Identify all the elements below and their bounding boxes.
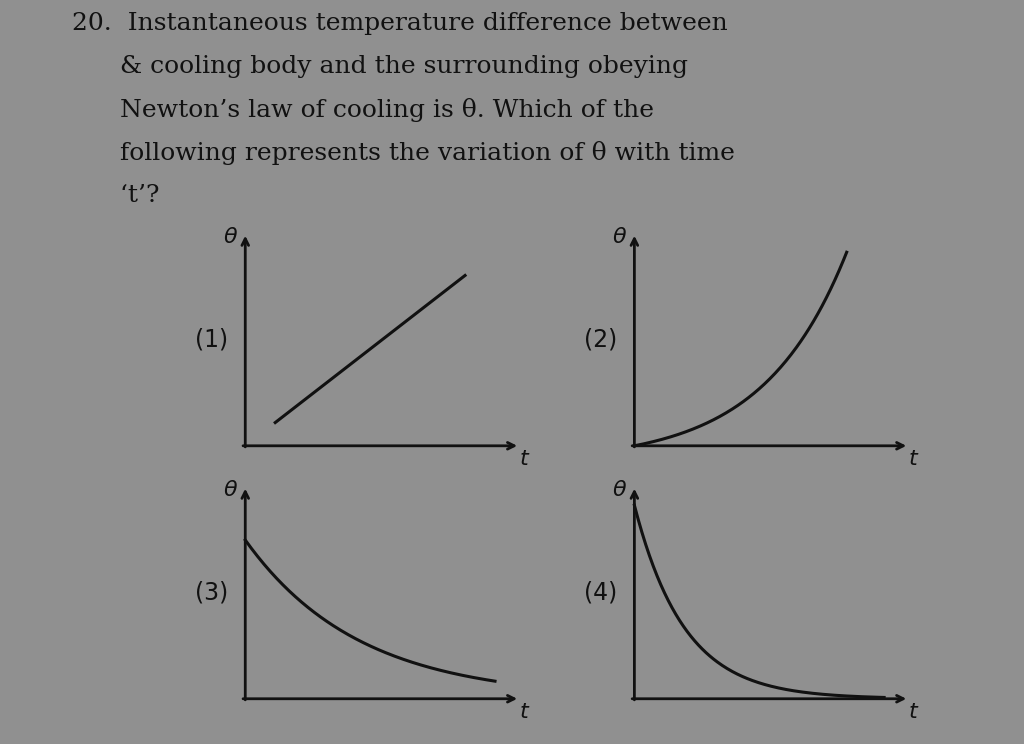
Text: (1): (1) [195,327,227,351]
Text: $t$: $t$ [519,702,530,722]
Text: $\theta$: $\theta$ [222,227,238,247]
Text: ‘t’?: ‘t’? [72,185,159,208]
Text: & cooling body and the surrounding obeying: & cooling body and the surrounding obeyi… [72,55,688,78]
Text: (2): (2) [584,327,616,351]
Text: Newton’s law of cooling is θ. Which of the: Newton’s law of cooling is θ. Which of t… [72,98,653,122]
Text: $t$: $t$ [519,449,530,469]
Text: $\theta$: $\theta$ [611,480,627,500]
Text: following represents the variation of θ with time: following represents the variation of θ … [72,141,734,165]
Text: (3): (3) [195,580,227,604]
Text: (4): (4) [584,580,616,604]
Text: $t$: $t$ [908,449,920,469]
Text: $\theta$: $\theta$ [222,480,238,500]
Text: $t$: $t$ [908,702,920,722]
Text: $\theta$: $\theta$ [611,227,627,247]
Text: 20.  Instantaneous temperature difference between: 20. Instantaneous temperature difference… [72,12,727,35]
